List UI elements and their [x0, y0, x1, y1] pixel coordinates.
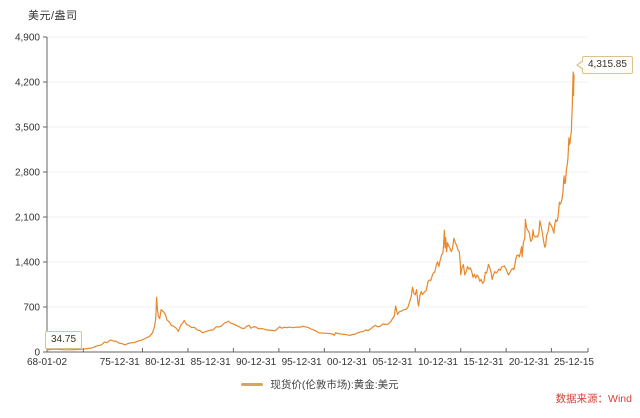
svg-text:05-12-31: 05-12-31 — [372, 357, 412, 368]
svg-text:4,200: 4,200 — [15, 78, 40, 89]
svg-text:2,100: 2,100 — [15, 213, 40, 224]
end-value-callout: 4,315.85 — [576, 56, 633, 74]
svg-text:75-12-31: 75-12-31 — [100, 357, 140, 368]
y-axis-unit-label: 美元/盎司 — [28, 10, 78, 22]
svg-text:00-12-31: 00-12-31 — [327, 357, 367, 368]
legend-label: 现货价(伦敦市场):黄金:美元 — [270, 378, 399, 391]
svg-text:10-12-31: 10-12-31 — [418, 357, 458, 368]
start-value-label: 34.75 — [45, 331, 83, 349]
legend: 现货价(伦敦市场):黄金:美元 — [0, 377, 640, 391]
svg-text:85-12-31: 85-12-31 — [191, 357, 231, 368]
svg-text:80-12-31: 80-12-31 — [145, 357, 185, 368]
svg-text:4,900: 4,900 — [15, 33, 40, 44]
legend-line-marker — [241, 382, 264, 386]
svg-text:95-12-31: 95-12-31 — [282, 357, 322, 368]
data-source-label: 数据来源：Wind — [555, 393, 632, 405]
svg-text:1,400: 1,400 — [15, 258, 40, 269]
svg-text:15-12-31: 15-12-31 — [463, 357, 503, 368]
svg-text:20-12-31: 20-12-31 — [509, 357, 549, 368]
svg-text:700: 700 — [23, 303, 40, 314]
svg-text:90-12-31: 90-12-31 — [236, 357, 276, 368]
svg-text:2,800: 2,800 — [15, 168, 40, 179]
svg-text:0: 0 — [34, 348, 40, 359]
svg-text:25-12-15: 25-12-15 — [554, 357, 594, 368]
svg-text:3,500: 3,500 — [15, 123, 40, 134]
svg-text:68-01-02: 68-01-02 — [27, 357, 67, 368]
